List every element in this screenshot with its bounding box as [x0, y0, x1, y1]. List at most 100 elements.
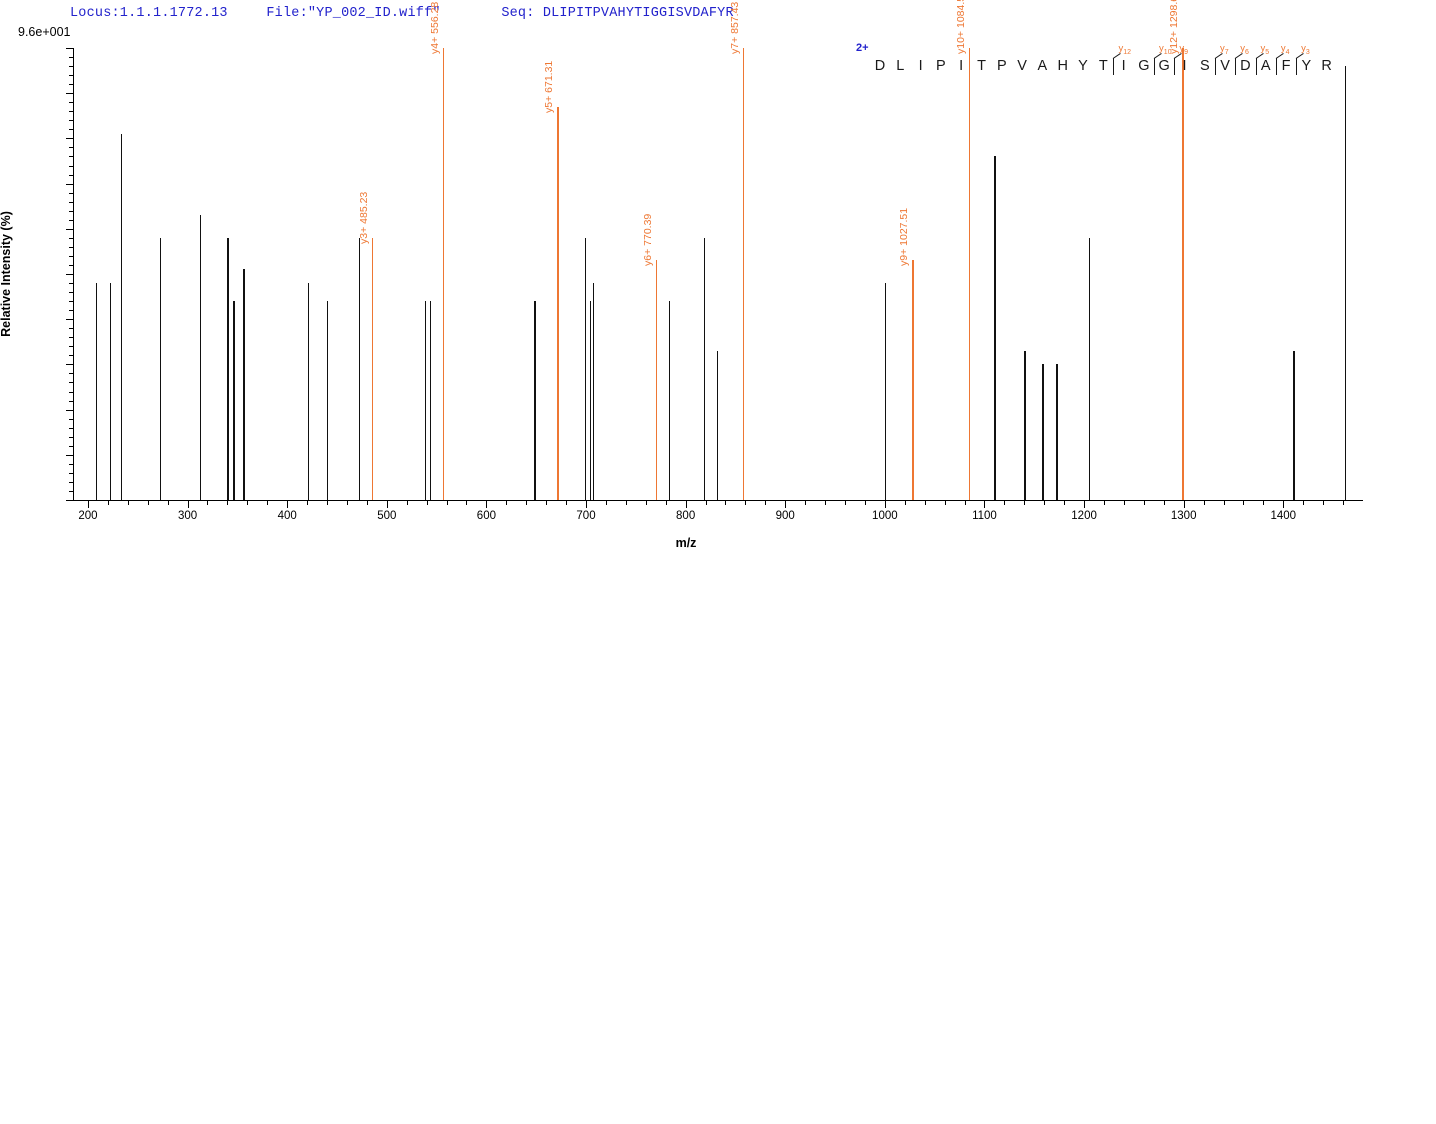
- x-minor-tick: [605, 500, 607, 505]
- ion-peak-label: y4+ 556.28: [428, 1, 441, 54]
- x-minor-tick: [665, 500, 667, 505]
- peak: [159, 237, 162, 500]
- y-tick: [66, 183, 73, 185]
- x-minor-tick: [864, 500, 866, 505]
- sequence-residue: I: [959, 58, 964, 74]
- peak: [994, 156, 996, 500]
- sequence-residue: Y: [1301, 58, 1312, 74]
- peak: [884, 283, 887, 500]
- y-minor-tick: [69, 391, 73, 393]
- y-axis-title: Relative Intensity (%): [0, 211, 13, 337]
- x-tick: [287, 500, 289, 508]
- x-tick: [884, 500, 886, 508]
- x-minor-tick: [765, 500, 767, 505]
- y-minor-tick: [69, 255, 73, 257]
- x-minor-tick: [167, 500, 169, 505]
- x-tick: [685, 500, 687, 508]
- sequence-residue: R: [1321, 58, 1332, 74]
- sequence-residue: I: [918, 58, 923, 74]
- x-tick-label: 1200: [1071, 510, 1097, 522]
- peak: [592, 283, 595, 500]
- sequence-residue: S: [1199, 58, 1210, 74]
- x-minor-tick: [845, 500, 846, 505]
- y-tick: [66, 454, 73, 456]
- y-minor-tick: [69, 355, 73, 357]
- x-minor-tick: [546, 500, 548, 505]
- plot-area: 0102030405060708090100200300400500600700…: [66, 0, 1363, 522]
- peak: [358, 237, 361, 500]
- peak: [1293, 350, 1295, 500]
- y-minor-tick: [69, 219, 73, 221]
- x-minor-tick: [745, 500, 747, 505]
- sequence-residue: A: [1260, 58, 1271, 74]
- x-minor-tick: [1004, 500, 1006, 505]
- x-tick-label: 600: [476, 510, 496, 522]
- y-minor-tick: [69, 418, 73, 420]
- ladder-cleavage-tick: [1296, 58, 1298, 75]
- y-minor-tick: [69, 174, 73, 176]
- x-minor-tick: [1143, 500, 1145, 505]
- x-tick: [486, 500, 488, 508]
- x-tick-label: 1400: [1270, 510, 1297, 522]
- y-minor-tick: [69, 310, 73, 312]
- y-minor-tick: [69, 382, 73, 384]
- x-minor-tick: [705, 500, 707, 505]
- y-minor-tick: [69, 84, 73, 86]
- y-tick: [66, 364, 73, 366]
- y-minor-tick: [69, 481, 73, 483]
- locus-label: Locus:1.1.1.1772.13: [70, 6, 228, 21]
- ion-peak: [372, 237, 374, 500]
- x-minor-tick: [1123, 500, 1125, 505]
- sequence-residue: V: [1220, 58, 1230, 74]
- x-tick: [1283, 500, 1285, 508]
- x-tick-label: 400: [277, 510, 297, 522]
- y-tick: [66, 409, 73, 411]
- peak: [668, 301, 671, 500]
- y-minor-tick: [69, 373, 73, 375]
- sequence-residue: P: [936, 58, 946, 74]
- y-minor-tick: [69, 472, 73, 474]
- x-minor-tick: [805, 500, 807, 505]
- ion-peak-label: y3+ 485.23: [358, 191, 371, 244]
- ladder-ion-label: y9: [1179, 43, 1188, 56]
- x-minor-tick: [147, 500, 149, 505]
- sequence-residue: H: [1057, 58, 1068, 74]
- sequence-residue: I: [1182, 58, 1187, 74]
- peak: [424, 301, 427, 500]
- x-tick: [984, 500, 986, 508]
- y-tick: [66, 228, 73, 230]
- x-minor-tick: [327, 500, 328, 505]
- y-minor-tick: [69, 156, 73, 158]
- peak: [1089, 237, 1091, 500]
- x-tick-label: 1000: [872, 510, 898, 522]
- x-minor-tick: [346, 500, 348, 505]
- x-minor-tick: [625, 500, 627, 505]
- peak: [327, 301, 329, 500]
- ion-peak: [912, 260, 914, 500]
- ion-peak-label: y5+ 671.31: [543, 60, 556, 113]
- y-minor-tick: [69, 192, 73, 194]
- sequence-residue: L: [896, 58, 905, 74]
- sequence-residue: D: [874, 58, 886, 74]
- peak: [1345, 66, 1347, 500]
- y-minor-tick: [69, 210, 73, 212]
- ladder-ion-label: y10: [1159, 43, 1172, 56]
- ion-peak: [969, 48, 971, 500]
- ladder-cleavage-tick: [1235, 58, 1237, 75]
- x-minor-tick: [944, 500, 946, 505]
- x-minor-tick: [506, 500, 508, 505]
- x-minor-tick: [127, 500, 129, 505]
- x-minor-tick: [446, 500, 448, 505]
- ion-peak-label: y6+ 770.39: [642, 214, 655, 267]
- y-minor-tick: [69, 57, 73, 59]
- y-minor-tick: [69, 292, 73, 294]
- ion-peak-label: y10+ 1084.52: [955, 0, 968, 54]
- peak: [308, 283, 310, 500]
- y-minor-tick: [69, 337, 73, 339]
- peak: [716, 350, 718, 500]
- x-tick: [586, 500, 587, 508]
- peak: [120, 133, 123, 500]
- ion-peak: [442, 48, 445, 500]
- y-minor-tick: [69, 445, 73, 447]
- sequence-residue: F: [1281, 58, 1291, 74]
